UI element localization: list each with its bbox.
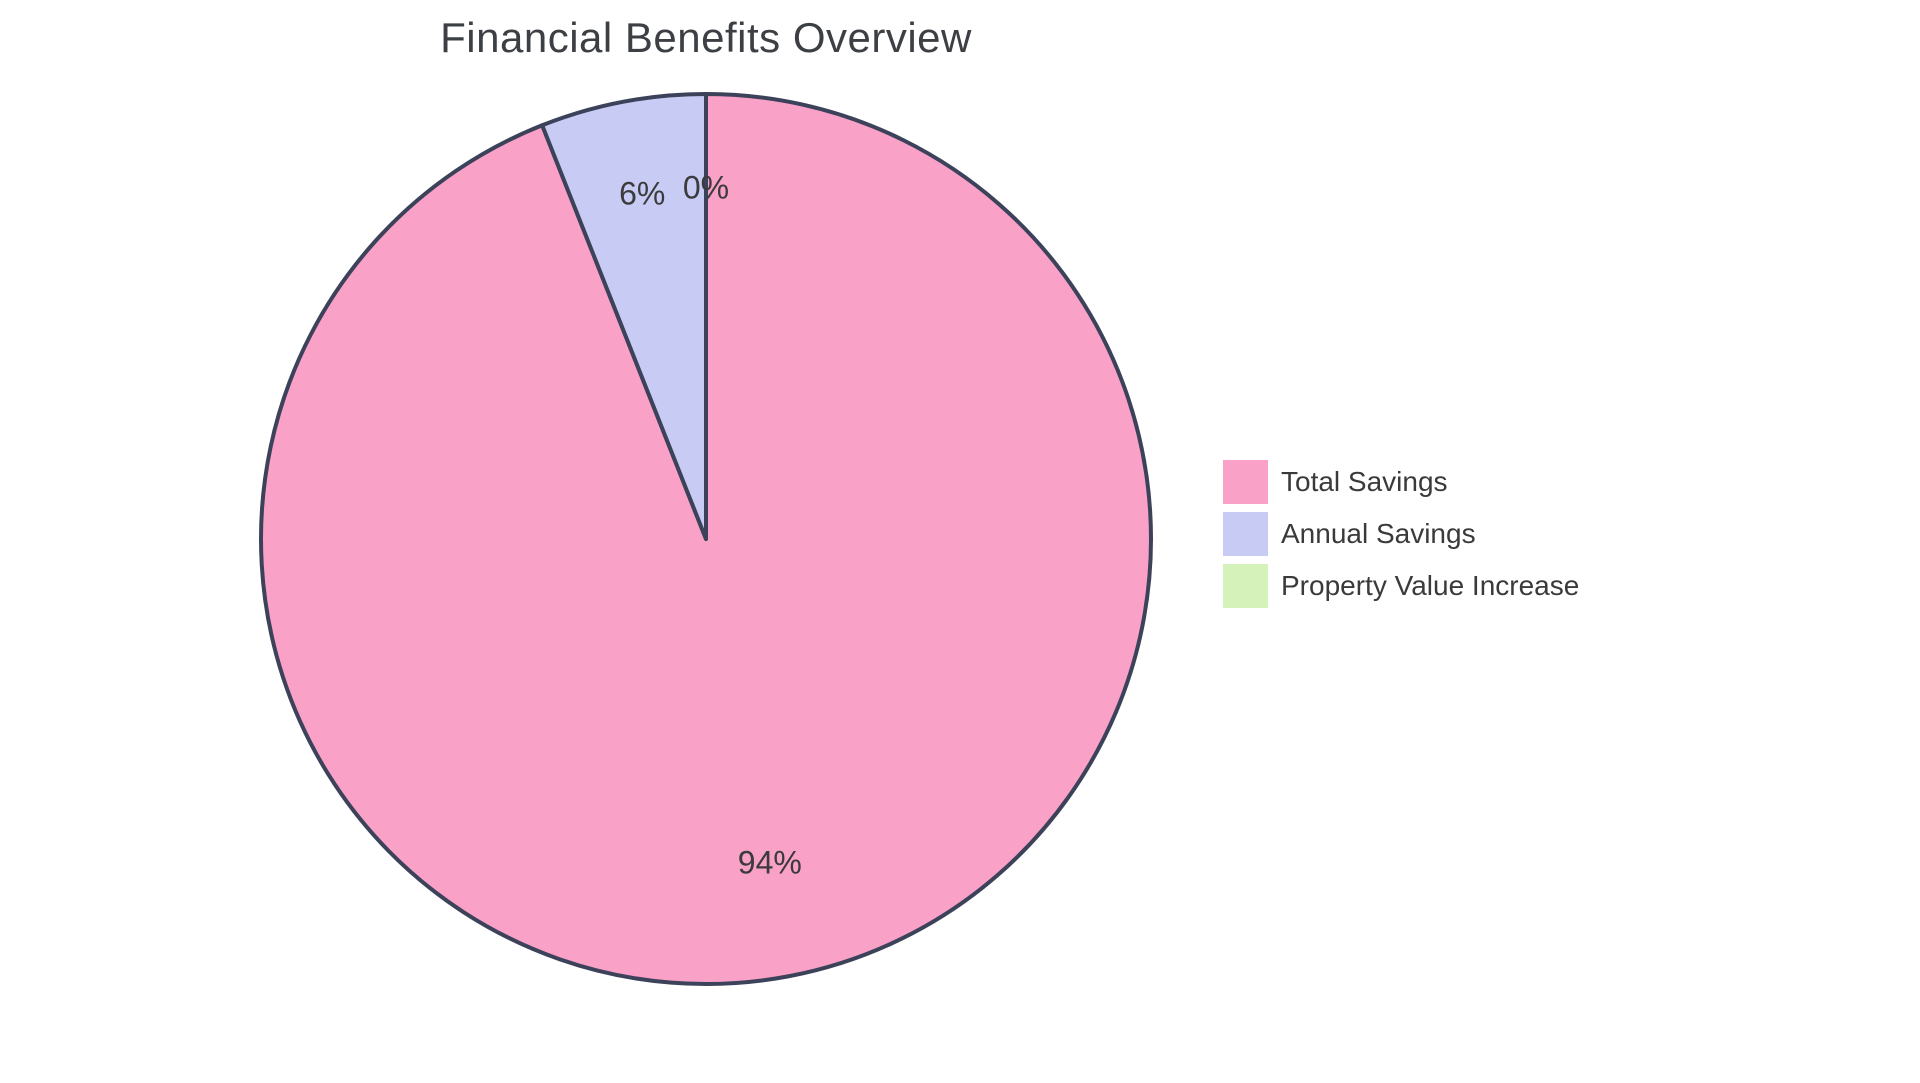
pie-slice-label-total-savings: 94% (738, 844, 802, 880)
legend-label-total-savings: Total Savings (1281, 466, 1448, 497)
pie-slice-annual-savings (540, 92, 708, 541)
legend-swatch-property-value-increase (1223, 564, 1268, 608)
legend-label-property-value-increase: Property Value Increase (1281, 570, 1580, 601)
pie-slice-label-annual-savings: 6% (619, 176, 665, 212)
pie-slice-label-property-value-increase: 0% (683, 170, 729, 206)
legend: Total Savings Annual Savings Property Va… (1223, 460, 1579, 608)
chart-title: Financial Benefits Overview (440, 14, 972, 61)
legend-swatch-annual-savings (1223, 512, 1268, 556)
legend-item-property-value-increase: Property Value Increase (1223, 564, 1579, 608)
legend-item-total-savings: Total Savings (1223, 460, 1579, 504)
legend-swatch-total-savings (1223, 460, 1268, 504)
legend-label-annual-savings: Annual Savings (1281, 518, 1476, 549)
legend-item-annual-savings: Annual Savings (1223, 512, 1579, 556)
